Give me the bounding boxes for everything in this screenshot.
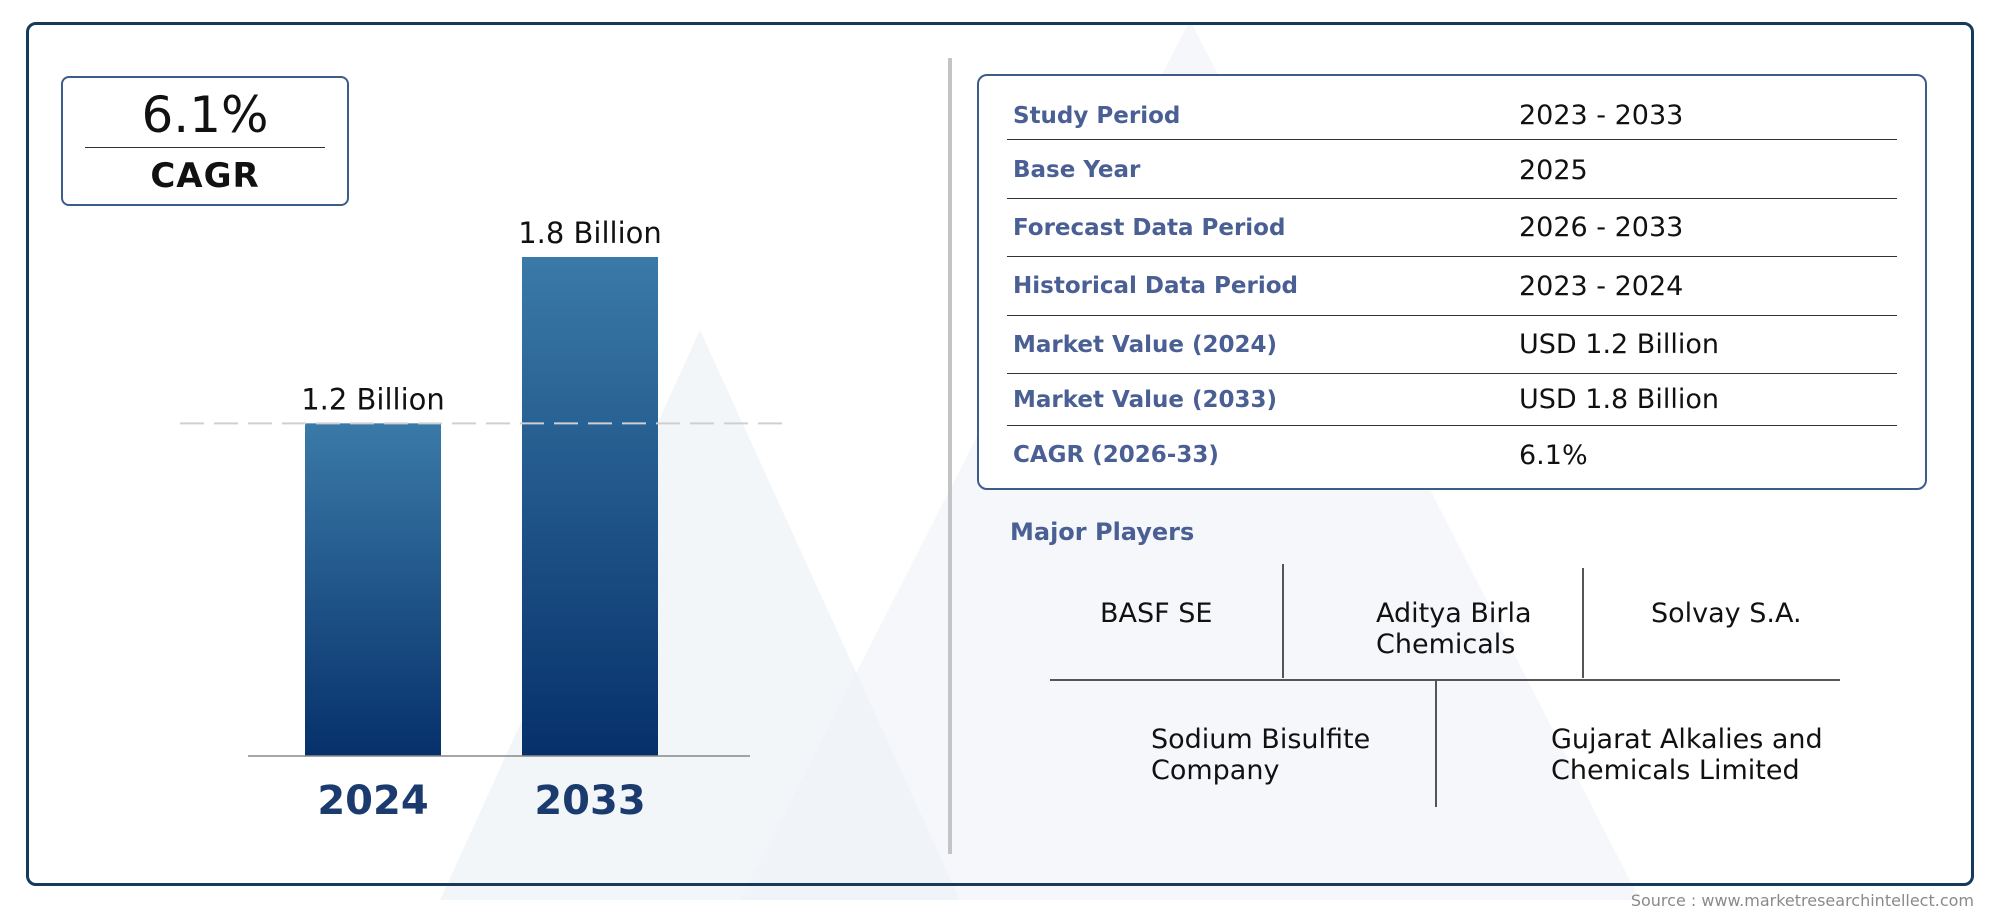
table-row-value: USD 1.2 Billion <box>1519 329 1719 360</box>
table-row-label: Market Value (2024) <box>1013 331 1277 358</box>
outer-frame <box>26 22 1974 886</box>
player-name-line: Chemicals Limited <box>1551 755 1800 786</box>
table-row: Base Year 2025 <box>1007 142 1897 199</box>
players-grid-divider <box>1582 568 1584 678</box>
cagr-badge-divider <box>85 147 325 148</box>
player-name-line: BASF SE <box>1100 598 1213 629</box>
table-row: CAGR (2026-33) 6.1% <box>1007 426 1897 484</box>
x-tick-label-2024: 2024 <box>317 778 428 824</box>
table-row: Forecast Data Period 2026 - 2033 <box>1007 199 1897 257</box>
player-name-line: Company <box>1151 755 1280 786</box>
cagr-badge: 6.1% CAGR <box>61 76 349 206</box>
players-grid-divider <box>1282 564 1284 678</box>
table-row-value: USD 1.8 Billion <box>1519 384 1719 415</box>
table-row-label: Market Value (2033) <box>1013 386 1277 413</box>
players-grid-horizontal-line <box>1050 679 1840 681</box>
player-name-line: Solvay S.A. <box>1651 598 1802 629</box>
bar-2033 <box>522 257 658 756</box>
table-row-label: CAGR (2026-33) <box>1013 442 1219 468</box>
table-row: Market Value (2024) USD 1.2 Billion <box>1007 316 1897 374</box>
table-row: Market Value (2033) USD 1.8 Billion <box>1007 374 1897 426</box>
cagr-badge-value: 6.1% <box>141 86 269 144</box>
table-row-label: Historical Data Period <box>1013 273 1298 299</box>
player-name-line: Sodium Bisulfite <box>1151 724 1371 755</box>
players-grid-divider <box>1435 680 1437 807</box>
major-players-title: Major Players <box>1010 518 1195 546</box>
player-name: BASF SE <box>1100 598 1212 629</box>
player-name-line: Chemicals <box>1376 629 1516 660</box>
player-name-line: Gujarat Alkalies and <box>1551 724 1823 755</box>
table-row-value: 6.1% <box>1519 439 1588 471</box>
summary-table: Study Period 2023 - 2033 Base Year 2025 Fore… <box>977 74 1927 490</box>
player-name: Solvay S.A. <box>1651 598 1802 629</box>
table-row-label: Forecast Data Period <box>1013 214 1286 241</box>
data-label-2033: 1.8 Billion <box>518 216 662 250</box>
table-row: Historical Data Period 2023 - 2024 <box>1007 257 1897 316</box>
data-label-2024: 1.2 Billion <box>301 382 445 416</box>
x-tick-label-2033: 2033 <box>534 778 645 824</box>
bar-chart: 1.2 Billion 2024 1.8 Billion 2033 <box>180 216 790 824</box>
section-divider <box>948 58 952 854</box>
cagr-badge-label: CAGR <box>150 156 260 196</box>
player-name: Gujarat Alkalies and Chemicals Limited <box>1551 724 1823 786</box>
table-row: Study Period 2023 - 2033 <box>1007 92 1897 140</box>
source-credit: Source : www.marketresearchintellect.com <box>1630 891 1974 910</box>
player-name-line: Aditya Birla <box>1376 598 1532 629</box>
table-row-value: 2026 - 2033 <box>1519 212 1684 243</box>
table-row-value: 2023 - 2033 <box>1519 100 1684 131</box>
table-row-label: Base Year <box>1013 157 1141 183</box>
bar-2024 <box>305 423 441 756</box>
player-name: Sodium Bisulfite Company <box>1151 724 1370 786</box>
table-row-value: 2023 - 2024 <box>1519 270 1684 302</box>
table-row-label: Study Period <box>1013 102 1181 129</box>
table-row-value: 2025 <box>1519 154 1588 186</box>
player-name: Aditya Birla Chemicals <box>1376 598 1532 660</box>
